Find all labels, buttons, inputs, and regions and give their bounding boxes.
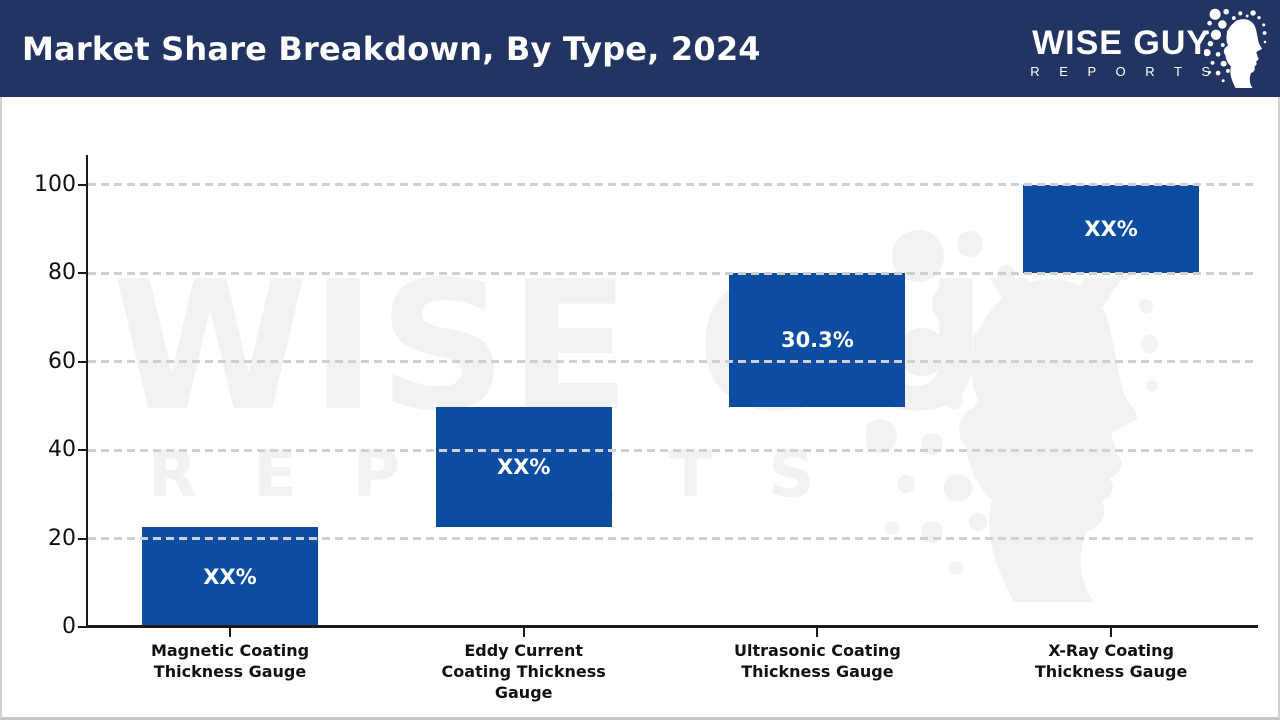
bar-value-label: XX% [203, 564, 257, 589]
y-tick-mark [78, 449, 86, 451]
y-tick-label: 20 [48, 525, 76, 551]
x-category-label: Ultrasonic Coating Thickness Gauge [734, 641, 901, 681]
y-tick-label: 80 [48, 260, 76, 285]
y-tick-label: 0 [62, 614, 76, 639]
y-tick-label: 100 [34, 171, 76, 197]
y-tick-label: 60 [48, 348, 76, 374]
logo-text-block: WISE GUY R E P O R T S [1024, 25, 1218, 79]
x-tick-mark [522, 628, 525, 637]
y-tick-label: 40 [48, 437, 76, 462]
bar-value-label: 30.3% [780, 328, 854, 353]
gridline [88, 448, 1258, 452]
logo-text: WISE GUY [1032, 24, 1211, 62]
wiseguy-logo: WISE GUY R E P O R T S [1024, 7, 1268, 91]
bar-value-label: XX% [496, 454, 551, 479]
gridline [88, 271, 1258, 275]
x-tick-mark [1110, 628, 1113, 637]
x-tick-mark [229, 628, 231, 637]
x-category-label: Eddy Current Coating Thickness Gauge [441, 641, 606, 702]
x-category-label: X-Ray Coating Thickness Gauge [1034, 641, 1188, 681]
watermark-head-icon [866, 222, 1166, 602]
y-tick-mark [78, 183, 86, 186]
x-axis-line [86, 625, 1258, 628]
gridline [88, 537, 1258, 540]
gridline [88, 183, 1258, 186]
y-tick-mark [78, 272, 86, 274]
y-tick-mark [78, 360, 86, 363]
page-title: Market Share Breakdown, By Type, 2024 [22, 29, 761, 68]
logo-subtext: R E P O R T S [1030, 64, 1218, 79]
y-tick-mark [78, 626, 86, 628]
header: Market Share Breakdown, By Type, 2024 WI… [0, 0, 1280, 97]
gridline [88, 360, 1258, 363]
x-category-label: Magnetic Coating Thickness Gauge [150, 641, 310, 681]
y-tick-mark [78, 537, 86, 540]
chart-bar [1023, 184, 1200, 273]
wiseguy-head-icon [1204, 7, 1268, 88]
chart-bar [142, 526, 318, 627]
bar-value-label: XX% [1084, 216, 1138, 241]
y-axis-line [86, 155, 88, 628]
chart-bar [435, 407, 612, 527]
chart-bar [729, 273, 906, 408]
x-tick-mark [816, 628, 819, 637]
